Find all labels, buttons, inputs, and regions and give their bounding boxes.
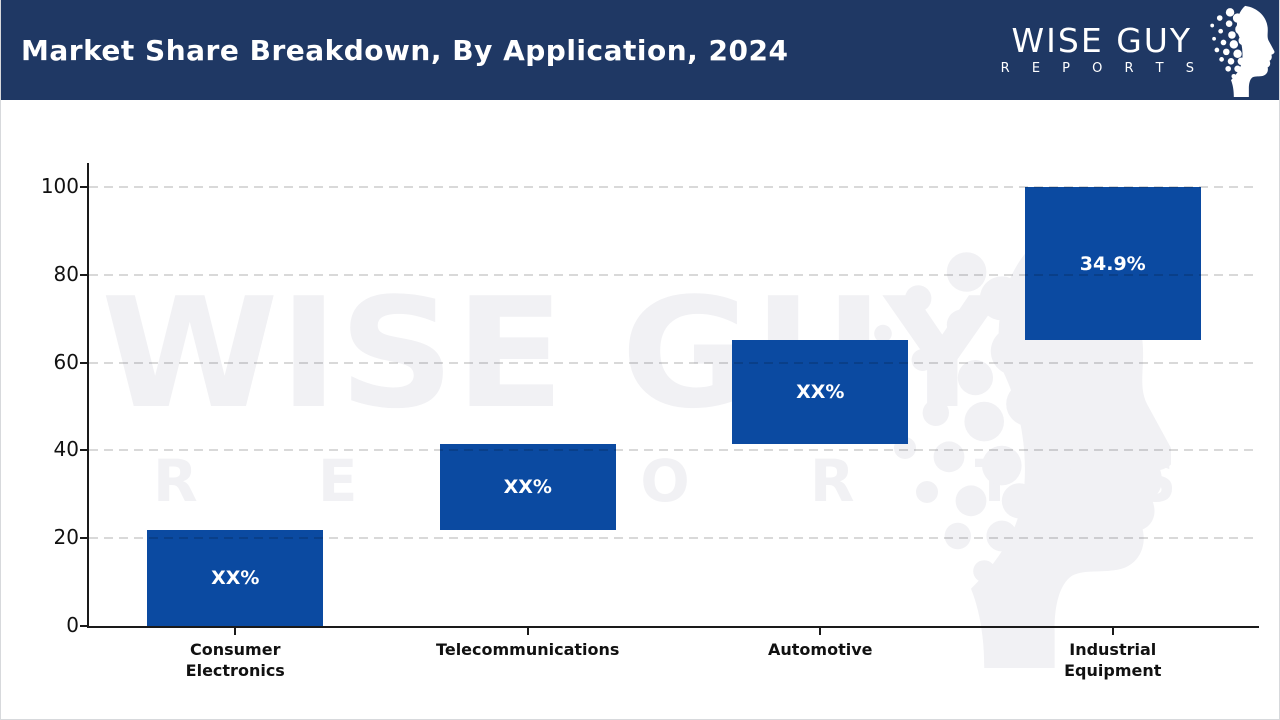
bar: XX% [439,443,616,531]
brand-logo-text: WISE GUY R E P O R T S [1001,24,1203,78]
x-axis-tick [819,627,822,635]
x-tick-label: Automotive [768,640,873,659]
bar: 34.9% [1024,187,1201,341]
header-banner: Market Share Breakdown, By Application, … [1,0,1279,100]
bar: XX% [147,530,324,626]
y-tick-label: 20 [53,525,79,550]
x-tick-label: Consumer Electronics [185,640,285,680]
y-axis-tick [80,537,89,540]
x-axis-spine [87,626,1259,628]
bar-value-label: XX% [503,476,552,499]
x-axis-tick [1111,627,1114,635]
y-axis-tick [80,186,89,188]
y-tick-label: 0 [66,613,79,637]
y-axis-tick [80,273,89,276]
x-tick-label: Telecommunications [436,640,620,659]
bar-value-label: XX% [796,381,845,403]
x-tick-label: Industrial Equipment [1064,640,1162,680]
watermark-subtext: R E P O R T S [153,447,1227,515]
y-tick-label: 60 [53,349,79,374]
y-axis-tick [80,361,89,364]
x-axis-tick [234,627,237,635]
y-gridline [89,361,1259,364]
bar: XX% [732,340,909,444]
brand-name: WISE GUY [1011,21,1193,60]
chart-title: Market Share Breakdown, By Application, … [21,33,789,67]
x-axis-tick [526,627,529,635]
y-axis-tick [80,449,89,452]
y-gridline [89,273,1259,276]
y-tick-label: 40 [53,437,79,462]
y-gridline [89,186,1259,188]
bar-value-label: 34.9% [1079,252,1146,275]
brand-head-icon [1210,5,1275,97]
bar-value-label: XX% [211,567,260,590]
y-gridline [89,449,1259,452]
y-tick-label: 80 [53,261,79,286]
brand-subname: R E P O R T S [1000,61,1203,76]
y-gridline [89,537,1259,540]
y-axis-spine [87,163,89,628]
y-axis-tick [80,625,89,627]
y-tick-label: 100 [40,174,79,198]
